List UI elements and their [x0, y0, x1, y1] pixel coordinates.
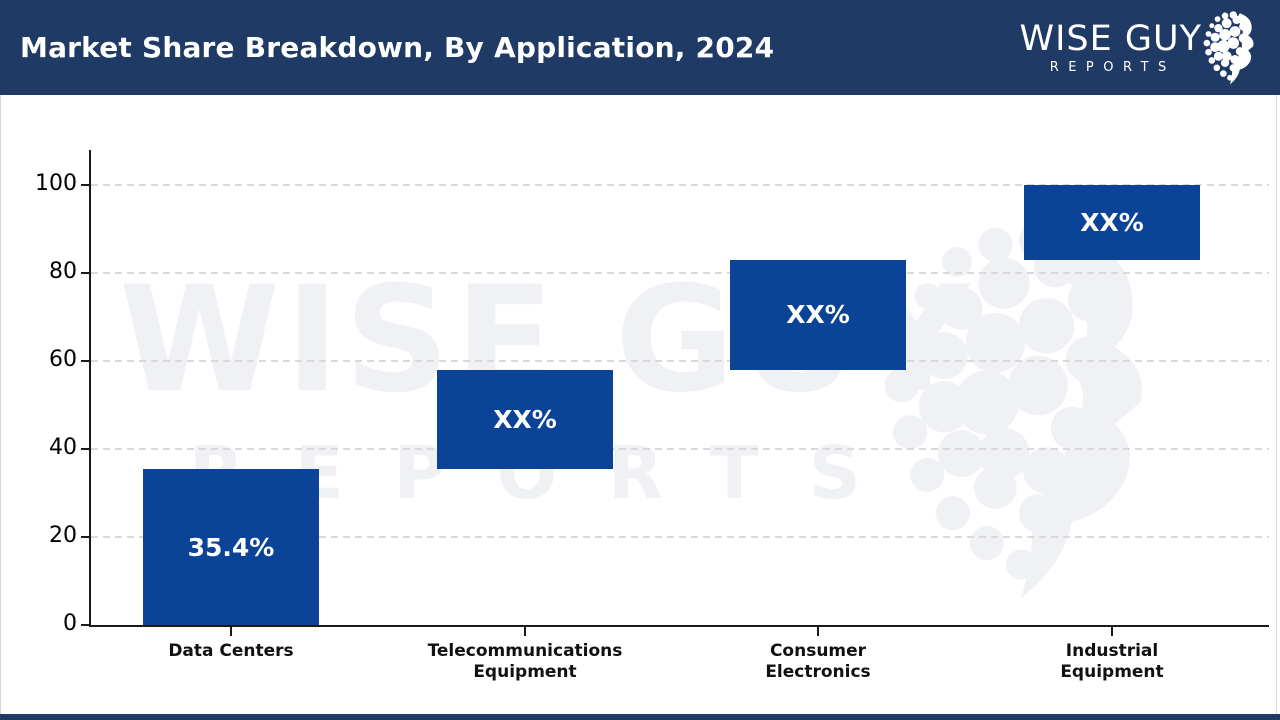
- y-tick-mark-40: [81, 448, 89, 450]
- logo-subtitle-text: REPORTS: [1049, 59, 1176, 75]
- bar-label-consumer-electronics: XX%: [786, 300, 850, 330]
- bar-label-industrial-equipment: XX%: [1080, 207, 1144, 237]
- bar-label-data-centers: 35.4%: [187, 532, 275, 562]
- y-tick-label-40: 40: [49, 435, 77, 460]
- y-axis-line: [89, 150, 91, 627]
- x-category-label-consumer-electronics: Consumer Electronics: [765, 641, 871, 682]
- gridline-20: [91, 536, 1269, 538]
- x-category-label-telecommunications-equipment: Telecommunications Equipment: [427, 641, 623, 682]
- x-tick-mark-telecommunications-equipment: [524, 627, 526, 636]
- bar-telecommunications-equipment: XX%: [437, 369, 613, 470]
- logo-head-icon: [1203, 10, 1254, 84]
- chart-area: WISE GUY REPORTS 0 20 40 60 80 100 35.4% Data C…: [0, 95, 1277, 715]
- y-tick-mark-60: [81, 360, 89, 362]
- page-title: Market Share Breakdown, By Application, …: [20, 31, 775, 64]
- x-category-label-industrial-equipment: Industrial Equipment: [1060, 641, 1164, 682]
- gridline-60: [91, 360, 1269, 362]
- x-tick-mark-data-centers: [230, 627, 232, 636]
- bar-label-telecommunications-equipment: XX%: [493, 405, 557, 435]
- y-tick-mark-0: [81, 624, 89, 626]
- header: Market Share Breakdown, By Application, …: [0, 0, 1280, 95]
- y-tick-label-100: 100: [35, 171, 77, 196]
- gridline-100: [91, 184, 1269, 186]
- x-tick-mark-industrial-equipment: [1111, 627, 1113, 636]
- y-tick-label-20: 20: [49, 523, 77, 548]
- y-tick-mark-100: [81, 184, 89, 186]
- y-tick-mark-80: [81, 272, 89, 274]
- x-tick-mark-consumer-electronics: [817, 627, 819, 636]
- y-tick-label-80: 80: [49, 259, 77, 284]
- y-tick-label-0: 0: [63, 611, 77, 636]
- bar-industrial-equipment: XX%: [1024, 185, 1200, 260]
- logo-name-text: WISE GUY: [1019, 18, 1202, 59]
- y-tick-label-60: 60: [49, 347, 77, 372]
- wiseguy-logo: WISE GUY REPORTS: [1019, 10, 1262, 86]
- gridline-40: [91, 448, 1269, 450]
- gridline-80: [91, 272, 1269, 274]
- y-tick-mark-20: [81, 536, 89, 538]
- x-axis-line: [89, 625, 1269, 627]
- bar-consumer-electronics: XX%: [730, 259, 906, 370]
- bar-data-centers: 35.4%: [143, 469, 319, 625]
- footer-bar: [0, 714, 1280, 720]
- logo-text: WISE GUY REPORTS: [1019, 18, 1202, 75]
- x-category-label-data-centers: Data Centers: [168, 641, 294, 661]
